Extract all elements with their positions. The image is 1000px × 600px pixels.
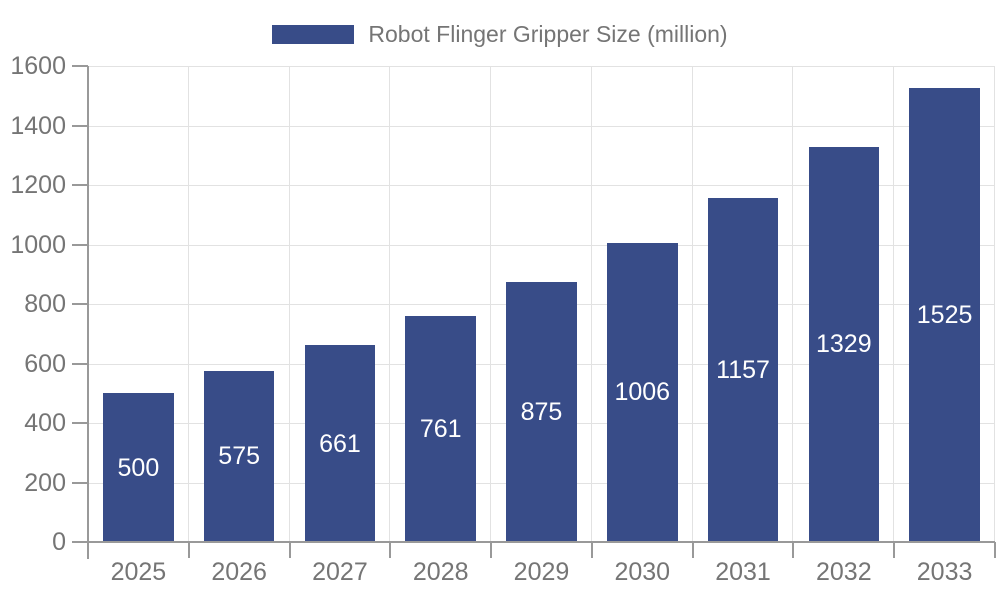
y-axis-label: 1600 — [10, 52, 66, 80]
x-axis-label: 2030 — [614, 558, 671, 586]
x-axis-label: 2029 — [513, 558, 570, 586]
h-gridline — [88, 244, 995, 246]
x-axis-label: 2033 — [916, 558, 973, 586]
bar-2032: 1329 — [808, 146, 880, 542]
x-tick — [187, 542, 190, 558]
y-tick — [72, 422, 88, 424]
v-gridline — [893, 66, 895, 542]
bar-2025: 500 — [103, 393, 174, 542]
y-axis-label: 400 — [24, 409, 66, 437]
v-gridline — [691, 66, 693, 542]
y-tick — [72, 124, 88, 127]
x-axis-line — [72, 541, 995, 543]
y-axis-label: 1400 — [10, 111, 66, 140]
x-tick — [893, 542, 896, 558]
x-tick — [389, 542, 392, 558]
y-tick — [72, 184, 88, 186]
x-axis-label: 2025 — [110, 558, 167, 586]
y-tick — [72, 65, 88, 67]
x-axis-label: 2026 — [211, 558, 267, 586]
v-gridline — [490, 66, 492, 542]
y-tick — [72, 303, 88, 305]
x-tick — [691, 542, 694, 558]
y-axis-label: 1000 — [10, 230, 66, 259]
h-gridline — [88, 66, 995, 67]
x-tick — [994, 542, 996, 558]
bar-value-label: 575 — [218, 442, 261, 471]
v-gridline — [187, 66, 189, 542]
bar-value-label: 875 — [520, 397, 563, 426]
x-tick — [288, 542, 291, 558]
x-tick — [490, 542, 493, 558]
bar-2029: 875 — [506, 281, 577, 542]
h-gridline — [88, 125, 995, 127]
plot-area: 500 575 661 761 875 1006 1157 1329 1525 — [88, 66, 995, 542]
y-axis-label: 0 — [52, 528, 66, 556]
bar-2027: 661 — [304, 345, 376, 542]
v-gridline — [288, 66, 290, 542]
y-axis-label: 600 — [24, 349, 66, 378]
y-axis-label: 1200 — [10, 171, 66, 199]
y-axis-line — [87, 66, 89, 559]
y-axis-label: 200 — [24, 468, 66, 497]
bar-2028: 761 — [405, 315, 476, 542]
bar-value-label: 1525 — [916, 301, 973, 330]
bar-2026: 575 — [203, 370, 275, 542]
v-gridline — [389, 66, 391, 542]
bar-value-label: 661 — [319, 429, 361, 458]
legend-label: Robot Flinger Gripper Size (million) — [368, 20, 728, 47]
bar-2031: 1157 — [707, 197, 779, 542]
bar-value-label: 1329 — [816, 330, 872, 359]
bar-value-label: 1006 — [614, 378, 671, 407]
legend[interactable]: Robot Flinger Gripper Size (million) — [0, 16, 1000, 52]
x-tick — [792, 542, 795, 558]
y-tick — [72, 243, 88, 246]
x-axis-label: 2027 — [312, 558, 368, 586]
legend-swatch — [272, 24, 355, 44]
x-axis-label: 2032 — [816, 558, 872, 586]
x-axis-label: 2028 — [412, 558, 469, 586]
bar-value-label: 500 — [117, 453, 160, 482]
bar-2030: 1006 — [607, 242, 678, 542]
x-tick — [590, 542, 593, 558]
bar-value-label: 1157 — [716, 355, 770, 384]
x-axis-label: 2031 — [715, 558, 771, 586]
v-gridline — [792, 66, 794, 542]
y-axis-label: 800 — [24, 290, 66, 318]
y-tick — [72, 481, 88, 484]
v-gridline — [590, 66, 592, 542]
bar-2033: 1525 — [909, 88, 980, 542]
h-gridline — [88, 185, 995, 186]
y-tick — [72, 362, 88, 365]
v-gridline — [994, 66, 995, 542]
bar-value-label: 761 — [419, 414, 462, 443]
